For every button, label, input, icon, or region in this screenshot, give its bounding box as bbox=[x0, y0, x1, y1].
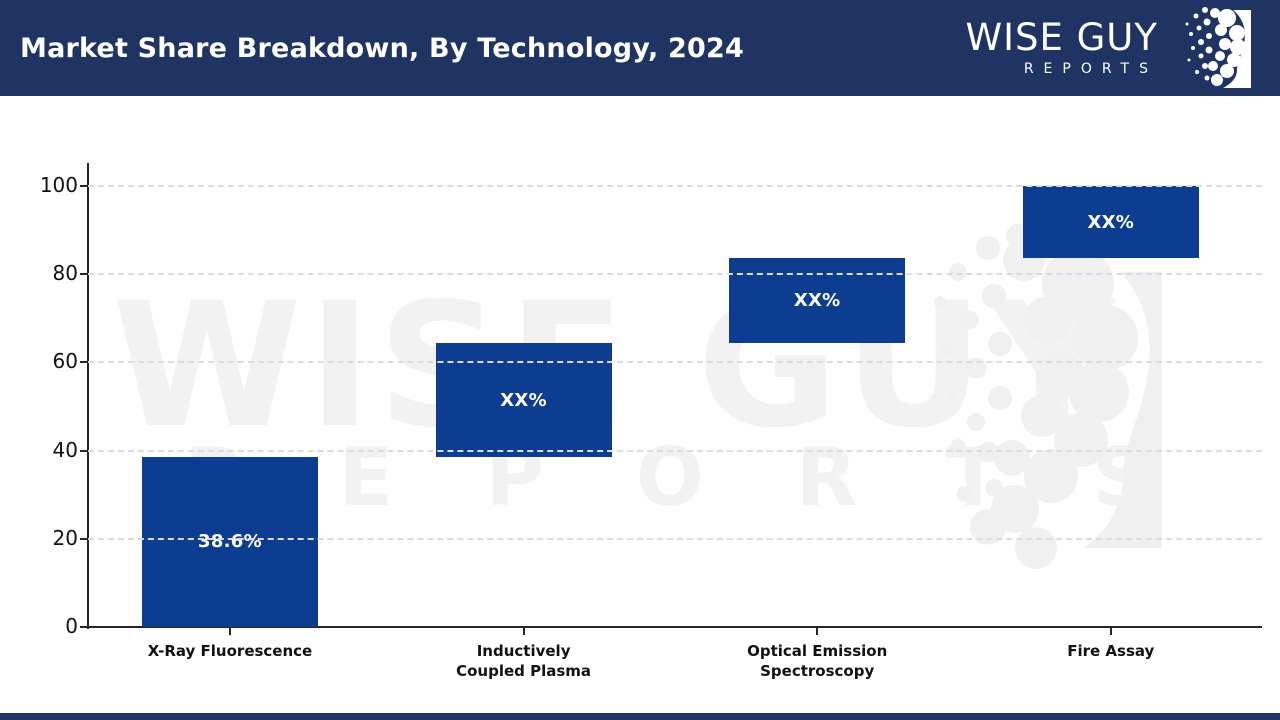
logo-wordmark: WISE GUY bbox=[965, 16, 1158, 60]
y-tick-label-100: 100 bbox=[39, 173, 78, 197]
gridline-20 bbox=[88, 537, 1262, 540]
y-tick-label-80: 80 bbox=[52, 261, 78, 286]
y-tick-label-20: 20 bbox=[52, 525, 78, 550]
wiseguy-logo: WISE GUY REPORTS bbox=[966, 4, 1254, 92]
y-tick-mark-40 bbox=[80, 449, 88, 452]
x-axis-label-3: Fire Assay bbox=[1067, 642, 1155, 660]
x-tick-mark-3 bbox=[1109, 628, 1112, 635]
x-axis-label-2: Optical Emission Spectroscopy bbox=[747, 642, 888, 680]
wiseguy-head-icon bbox=[1185, 7, 1251, 88]
gridline-60 bbox=[88, 361, 1262, 364]
gridline-100 bbox=[88, 185, 1262, 187]
watermark-wordmark: WISE GUY bbox=[112, 265, 1121, 466]
x-axis-line bbox=[87, 626, 1262, 628]
footer-bar bbox=[0, 713, 1280, 720]
x-axis-label-1: Inductively Coupled Plasma bbox=[456, 642, 592, 680]
bar-2: XX% bbox=[729, 258, 906, 344]
bar-value-label-2: XX% bbox=[793, 290, 841, 312]
page-title: Market Share Breakdown, By Technology, 2… bbox=[20, 32, 745, 64]
y-tick-mark-20 bbox=[80, 537, 88, 540]
gridline-40 bbox=[88, 449, 1262, 452]
x-tick-mark-0 bbox=[229, 628, 231, 635]
y-tick-label-40: 40 bbox=[52, 437, 78, 462]
y-tick-mark-80 bbox=[80, 273, 88, 276]
y-tick-label-60: 60 bbox=[52, 349, 78, 374]
logo-subtext: REPORTS bbox=[1023, 60, 1158, 77]
x-axis-label-0: X-Ray Fluorescence bbox=[147, 642, 313, 660]
gridline-80 bbox=[88, 273, 1262, 276]
bar-value-label-3: XX% bbox=[1087, 211, 1135, 233]
header: Market Share Breakdown, By Technology, 2… bbox=[0, 0, 1280, 96]
bar-0: 38.6% bbox=[142, 456, 318, 627]
y-tick-mark-0 bbox=[80, 626, 88, 628]
logo-text: WISE GUY REPORTS bbox=[965, 16, 1158, 77]
bar-value-label-0: 38.6% bbox=[198, 531, 262, 553]
x-tick-mark-2 bbox=[816, 628, 819, 635]
x-tick-mark-1 bbox=[522, 628, 525, 635]
y-tick-label-0: 0 bbox=[65, 614, 78, 638]
y-axis-line bbox=[87, 163, 89, 629]
y-tick-mark-60 bbox=[80, 361, 88, 364]
bar-3: XX% bbox=[1022, 186, 1199, 259]
y-tick-mark-100 bbox=[80, 185, 88, 187]
bar-value-label-1: XX% bbox=[500, 389, 547, 411]
